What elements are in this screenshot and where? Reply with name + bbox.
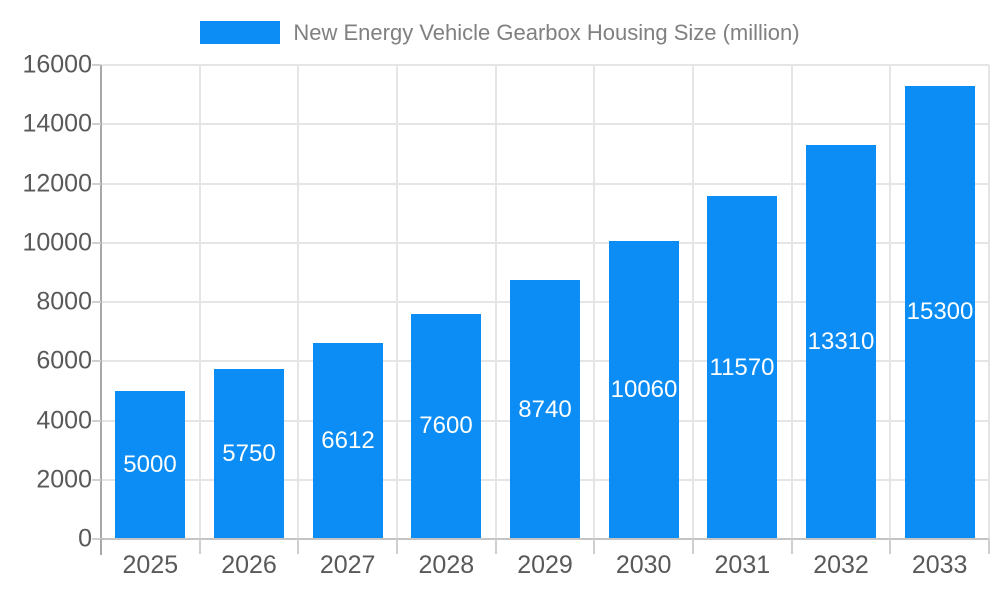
y-axis-tick <box>92 182 101 185</box>
x-tick-label: 2030 <box>615 551 672 579</box>
h-gridline <box>101 241 989 244</box>
bar-value-label: 10060 <box>610 375 678 403</box>
bar-value-label: 13310 <box>807 327 875 355</box>
v-gridline <box>790 65 793 539</box>
y-tick-label: 14000 <box>22 109 92 138</box>
v-gridline <box>889 65 892 539</box>
legend-swatch[interactable] <box>200 21 281 44</box>
y-tick-label: 8000 <box>36 287 92 316</box>
x-axis-line <box>101 538 989 540</box>
y-axis-tick <box>92 538 101 540</box>
v-gridline <box>593 65 596 539</box>
legend[interactable]: New Energy Vehicle Gearbox Housing Size … <box>0 20 1000 45</box>
y-tick-label: 10000 <box>22 228 92 257</box>
x-tick-label: 2028 <box>418 551 475 579</box>
bar-2028: 7600 <box>411 313 481 539</box>
bar-value-label: 5750 <box>222 439 276 467</box>
bar-2025: 5000 <box>115 390 185 539</box>
bar-value-label: 8740 <box>518 395 572 423</box>
y-tick-label: 2000 <box>36 465 92 494</box>
bar-2033: 15300 <box>905 85 975 539</box>
x-axis-tick <box>692 539 694 554</box>
bar-value-label: 11570 <box>709 353 775 381</box>
y-axis-line <box>100 65 102 555</box>
bar-2027: 6612 <box>313 343 383 539</box>
v-gridline <box>692 65 694 539</box>
x-axis-tick <box>198 539 201 554</box>
x-axis-tick <box>889 539 892 554</box>
h-gridline <box>101 182 989 185</box>
x-axis-tick <box>593 539 596 554</box>
y-axis-tick <box>92 419 101 422</box>
bar-2030: 10060 <box>609 240 679 539</box>
v-gridline <box>494 65 497 539</box>
y-axis-tick <box>92 241 101 244</box>
legend-label[interactable]: New Energy Vehicle Gearbox Housing Size … <box>293 20 800 45</box>
bar-value-label: 15300 <box>906 298 974 326</box>
x-axis-tick <box>297 539 300 554</box>
h-gridline <box>101 64 989 66</box>
x-axis-tick <box>494 539 497 554</box>
v-gridline <box>297 65 300 539</box>
bar-2026: 5750 <box>214 368 284 539</box>
h-gridline <box>101 123 989 126</box>
x-tick-label: 2025 <box>122 551 179 579</box>
bar-value-label: 6612 <box>321 427 375 455</box>
v-gridline <box>198 65 201 539</box>
x-axis-tick <box>988 539 990 554</box>
x-tick-label: 2029 <box>517 551 573 579</box>
bar-value-label: 7600 <box>419 412 473 440</box>
y-axis-tick <box>92 64 101 66</box>
y-tick-label: 16000 <box>22 50 92 79</box>
bar-value-label: 5000 <box>123 450 177 478</box>
bar-2032: 13310 <box>806 144 876 539</box>
v-gridline <box>988 65 990 539</box>
bar-2029: 8740 <box>510 280 580 539</box>
y-axis-tick <box>92 301 101 303</box>
x-axis-tick <box>396 539 398 554</box>
x-tick-label: 2033 <box>911 551 968 579</box>
x-tick-label: 2031 <box>714 551 771 579</box>
y-tick-label: 4000 <box>36 406 92 434</box>
y-axis-tick <box>92 478 101 481</box>
y-tick-label: 0 <box>78 524 92 553</box>
v-gridline <box>396 65 398 539</box>
x-axis-tick <box>790 539 793 554</box>
y-tick-label: 12000 <box>22 169 92 197</box>
x-tick-label: 2027 <box>319 551 376 579</box>
y-axis-tick <box>92 123 101 126</box>
plot-area: 5000 5750 6612 7600 8740 10060 11570 13310 15300 <box>100 64 990 540</box>
x-tick-label: 2026 <box>221 551 277 579</box>
x-axis-tick <box>100 539 102 554</box>
y-tick-label: 6000 <box>36 346 92 375</box>
y-axis-tick <box>92 360 101 363</box>
bar-2031: 11570 <box>707 196 777 539</box>
x-tick-label: 2032 <box>813 551 869 579</box>
